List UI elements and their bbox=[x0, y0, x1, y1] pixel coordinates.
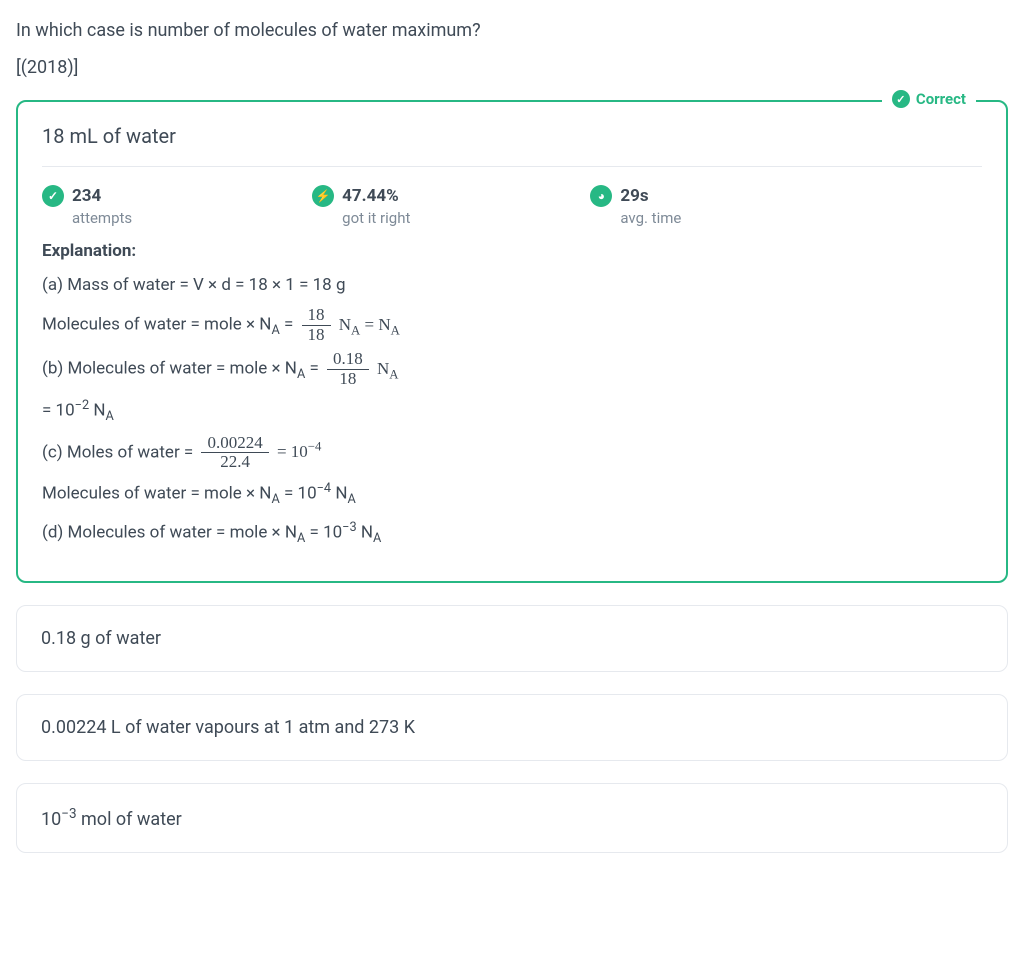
stat-got-right-label: got it right bbox=[342, 209, 410, 227]
option-text: 0.18 g of water bbox=[41, 628, 161, 649]
exp-text: = 10 bbox=[42, 400, 75, 420]
stat-attempts-label: attempts bbox=[72, 209, 132, 227]
explanation-line-c: (c) Moles of water = 0.00224 22.4 = 10−4 bbox=[42, 434, 982, 472]
exp-sub: A bbox=[391, 323, 400, 337]
correct-answer-box: ✓ Correct 18 mL of water ✓ 234 attempts … bbox=[16, 100, 1008, 583]
option-d[interactable]: 10−3 mol of water bbox=[16, 783, 1008, 853]
stat-avg-time: ◕ 29s avg. time bbox=[590, 185, 681, 227]
fraction: 0.18 18 bbox=[327, 350, 369, 388]
option-text: 10 bbox=[41, 809, 61, 830]
exp-text: = 10 bbox=[284, 484, 317, 504]
correct-badge: ✓ Correct bbox=[882, 90, 976, 108]
exp-text: = 10 bbox=[277, 442, 308, 461]
exp-text: N bbox=[339, 315, 351, 334]
bolt-icon: ⚡ bbox=[312, 185, 334, 207]
stat-attempts: ✓ 234 attempts bbox=[42, 185, 132, 227]
frac-num: 0.18 bbox=[327, 350, 369, 370]
explanation-line-c2: Molecules of water = mole × NA = 10−4 NA bbox=[42, 478, 982, 511]
stat-attempts-value: 234 bbox=[72, 186, 101, 206]
exp-text: = N bbox=[360, 315, 390, 334]
stat-got-right-value: 47.44% bbox=[342, 186, 399, 206]
exp-sub: A bbox=[105, 409, 113, 424]
stat-avg-time-label: avg. time bbox=[620, 209, 681, 227]
exp-text: = bbox=[284, 315, 298, 335]
frac-num: 0.00224 bbox=[201, 434, 268, 454]
exp-text: = bbox=[309, 359, 323, 379]
exp-sub: A bbox=[389, 368, 398, 382]
exp-sub: A bbox=[271, 323, 279, 338]
explanation-title: Explanation: bbox=[42, 241, 982, 261]
frac-den: 18 bbox=[302, 326, 331, 345]
frac-den: 22.4 bbox=[201, 453, 268, 472]
exp-text: N bbox=[377, 359, 389, 378]
fraction: 18 18 bbox=[302, 306, 331, 344]
explanation-line-d: (d) Molecules of water = mole × NA = 10−… bbox=[42, 517, 982, 550]
exp-sup: −3 bbox=[342, 520, 356, 535]
explanation-line-a1: (a) Mass of water = V × d = 18 × 1 = 18 … bbox=[42, 271, 982, 300]
question-year: [(2018)] bbox=[16, 57, 1008, 78]
exp-text: (c) Moles of water = bbox=[42, 442, 197, 462]
exp-sub: A bbox=[347, 492, 355, 507]
stat-avg-time-value: 29s bbox=[620, 186, 648, 206]
option-text: mol of water bbox=[77, 809, 182, 830]
exp-sub: A bbox=[373, 531, 381, 546]
explanation-line-a2: Molecules of water = mole × NA = 18 18 N… bbox=[42, 306, 982, 344]
exp-text: N bbox=[93, 400, 105, 420]
exp-text: (d) Molecules of water = mole × N bbox=[42, 522, 297, 542]
exp-text: = 10 bbox=[310, 522, 343, 542]
option-text: 0.00224 L of water vapours at 1 atm and … bbox=[41, 717, 415, 738]
stat-got-right: ⚡ 47.44% got it right bbox=[312, 185, 410, 227]
exp-text: N bbox=[361, 522, 373, 542]
option-c[interactable]: 0.00224 L of water vapours at 1 atm and … bbox=[16, 694, 1008, 761]
check-icon: ✓ bbox=[42, 185, 64, 207]
exp-text: Molecules of water = mole × N bbox=[42, 315, 271, 335]
exp-text: Molecules of water = mole × N bbox=[42, 484, 271, 504]
exp-text: (b) Molecules of water = mole × N bbox=[42, 359, 297, 379]
frac-num: 18 bbox=[302, 306, 331, 326]
clock-icon: ◕ bbox=[590, 185, 612, 207]
exp-sup: −3 bbox=[61, 806, 76, 822]
exp-sup: −4 bbox=[317, 481, 331, 496]
frac-den: 18 bbox=[327, 370, 369, 389]
fraction: 0.00224 22.4 bbox=[201, 434, 268, 472]
question-text: In which case is number of molecules of … bbox=[16, 18, 1008, 43]
correct-answer-text: 18 mL of water bbox=[42, 124, 982, 167]
exp-text: (a) Mass of water = V × d = 18 × 1 = 18 … bbox=[42, 275, 346, 295]
explanation-line-b2: = 10−2 NA bbox=[42, 395, 982, 428]
check-icon: ✓ bbox=[892, 90, 910, 108]
option-b[interactable]: 0.18 g of water bbox=[16, 605, 1008, 672]
exp-sub: A bbox=[271, 492, 279, 507]
exp-sub: A bbox=[351, 323, 360, 337]
explanation-line-b: (b) Molecules of water = mole × NA = 0.1… bbox=[42, 350, 982, 388]
exp-sub: A bbox=[297, 531, 305, 546]
exp-text: N bbox=[335, 484, 347, 504]
exp-sup: −4 bbox=[308, 440, 322, 454]
correct-badge-label: Correct bbox=[916, 90, 966, 108]
exp-sup: −2 bbox=[75, 398, 89, 413]
exp-sub: A bbox=[297, 368, 305, 383]
stats-row: ✓ 234 attempts ⚡ 47.44% got it right ◕ 2… bbox=[42, 185, 982, 227]
